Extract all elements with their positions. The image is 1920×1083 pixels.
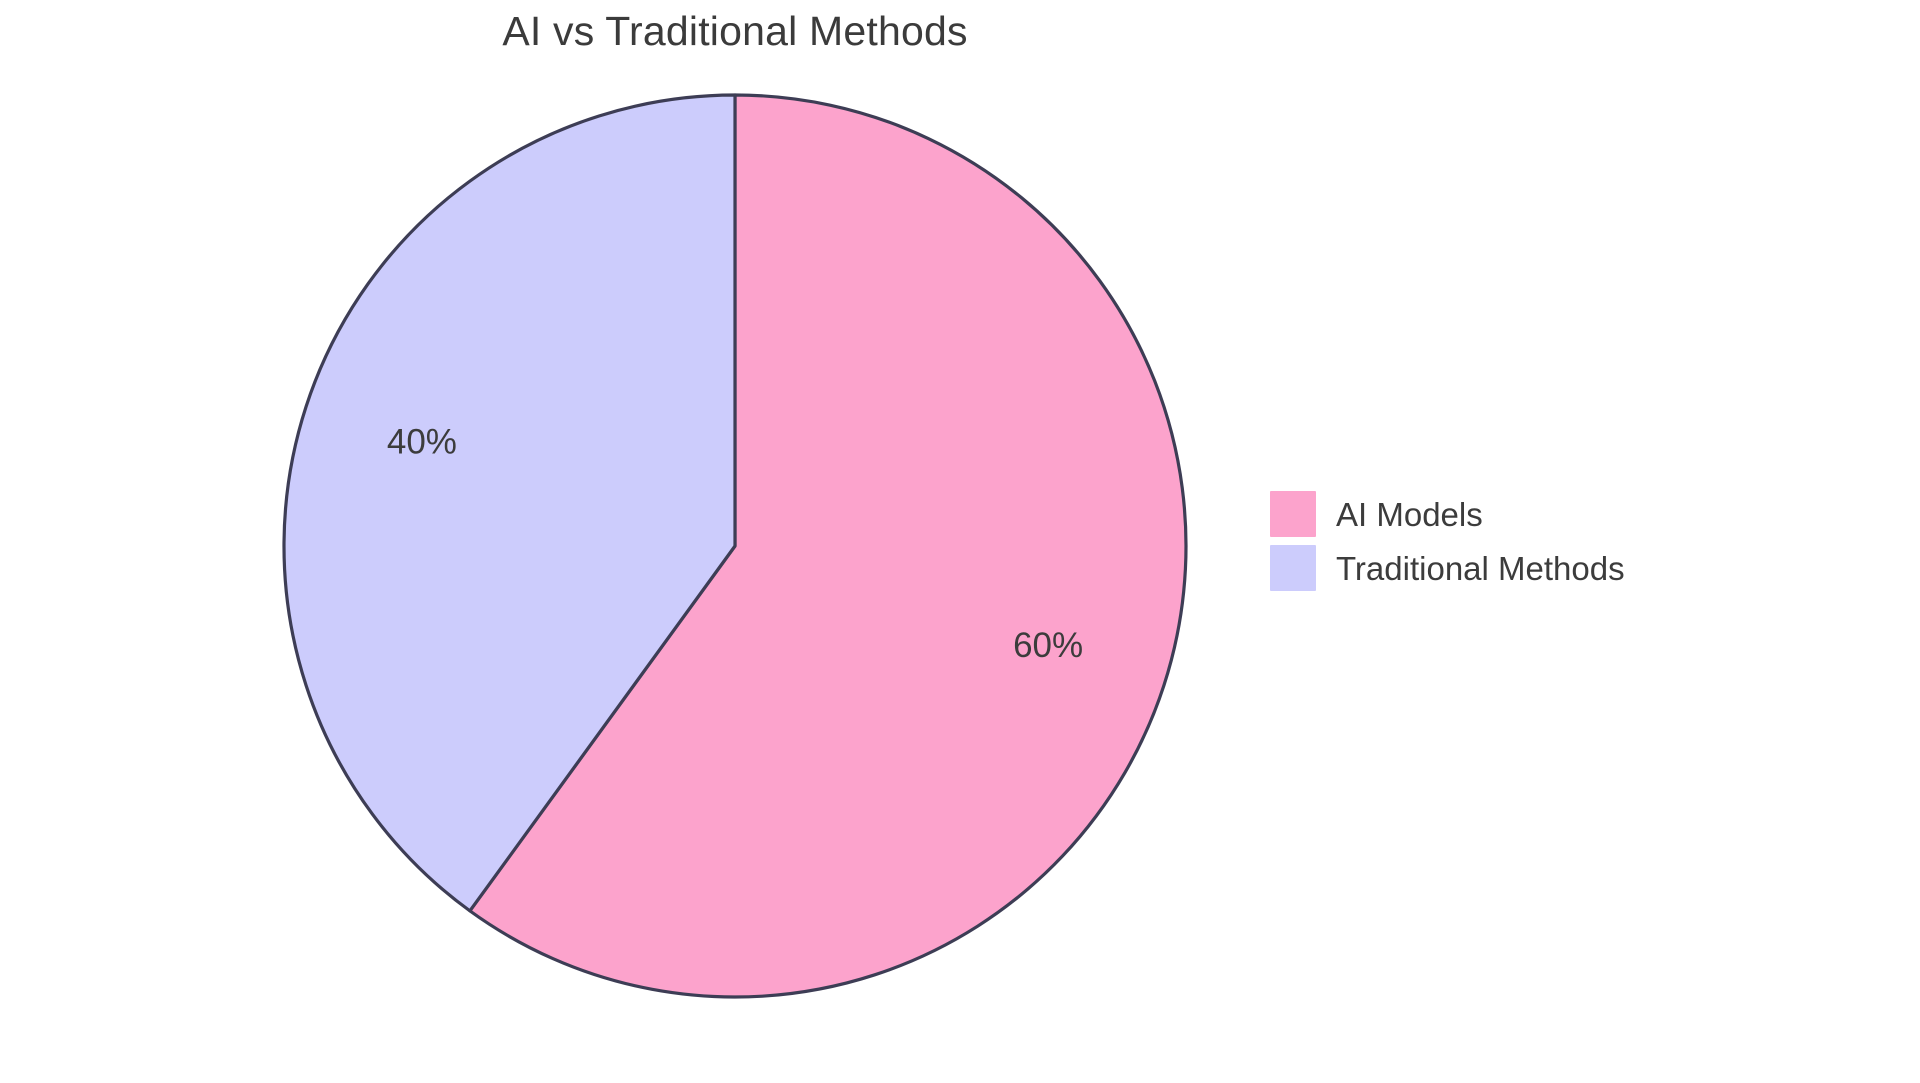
pie-slice-labels-group: 60% 40%	[387, 423, 1083, 665]
legend-item-ai-models[interactable]: AI Models	[1270, 487, 1625, 541]
pie-slice-label-traditional-methods: 40%	[387, 423, 457, 462]
legend-item-label: Traditional Methods	[1336, 549, 1625, 587]
chart-title: AI vs Traditional Methods	[502, 8, 968, 54]
legend-swatch-icon	[1270, 545, 1316, 591]
legend-swatch-icon	[1270, 491, 1316, 537]
legend-item-traditional-methods[interactable]: Traditional Methods	[1270, 541, 1625, 595]
pie-slice-traditional-methods[interactable]	[282, 93, 737, 913]
legend-item-label: AI Models	[1336, 495, 1483, 533]
pie-slice-ai-models[interactable]	[468, 93, 1188, 999]
pie-slices-group	[282, 93, 1188, 999]
chart-legend: AI Models Traditional Methods	[1270, 487, 1625, 595]
pie-slice-label-ai-models: 60%	[1013, 626, 1083, 665]
